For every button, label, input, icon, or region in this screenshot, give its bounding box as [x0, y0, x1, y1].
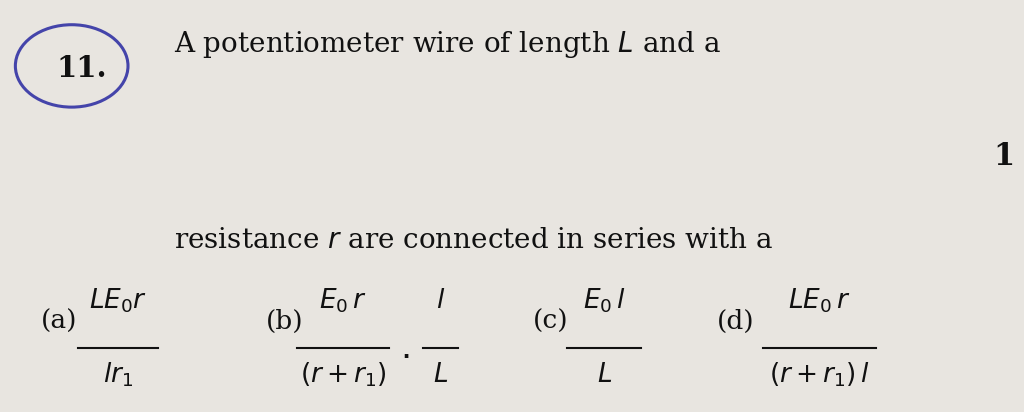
Text: $LE_0\,r$: $LE_0\,r$	[788, 286, 850, 315]
Text: $L$: $L$	[597, 363, 611, 387]
Text: $(r+r_1)\,l$: $(r+r_1)\,l$	[769, 360, 869, 389]
Text: $E_0\,l$: $E_0\,l$	[583, 286, 626, 315]
Text: $l$: $l$	[436, 288, 444, 313]
Text: (c): (c)	[532, 309, 568, 334]
Text: $LE_0r$: $LE_0r$	[89, 286, 146, 315]
Text: (b): (b)	[266, 309, 304, 334]
Text: $E_0\,r$: $E_0\,r$	[319, 286, 367, 315]
Text: 1: 1	[993, 141, 1015, 172]
Text: resistance $r$ are connected in series with a: resistance $r$ are connected in series w…	[174, 227, 773, 254]
Text: $.$: $.$	[399, 331, 410, 365]
Text: $L$: $L$	[433, 363, 447, 387]
Text: $(r+r_1)$: $(r+r_1)$	[300, 360, 386, 389]
Text: (a): (a)	[41, 309, 78, 334]
Text: $lr_1$: $lr_1$	[102, 360, 133, 389]
Text: A potentiometer wire of length $L$ and a: A potentiometer wire of length $L$ and a	[174, 29, 721, 60]
Text: (d): (d)	[717, 309, 755, 334]
Text: 11.: 11.	[56, 54, 108, 82]
